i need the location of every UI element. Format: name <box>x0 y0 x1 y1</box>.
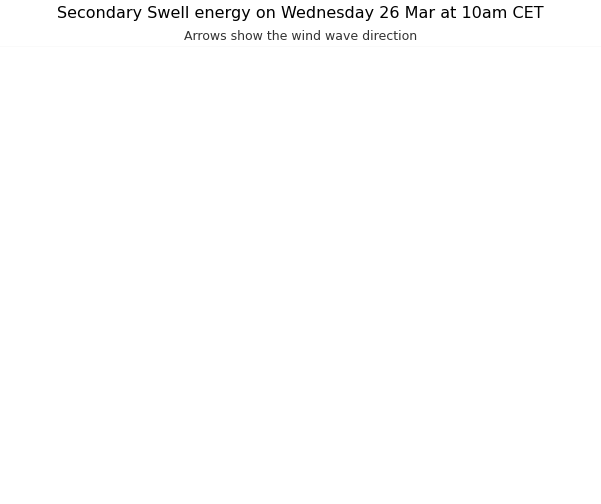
Text: cartopy not available: cartopy not available <box>227 269 374 282</box>
Text: Arrows show the wind wave direction: Arrows show the wind wave direction <box>184 30 417 43</box>
Text: Secondary Swell energy on Wednesday 26 Mar at 10am CET: Secondary Swell energy on Wednesday 26 M… <box>57 6 544 21</box>
